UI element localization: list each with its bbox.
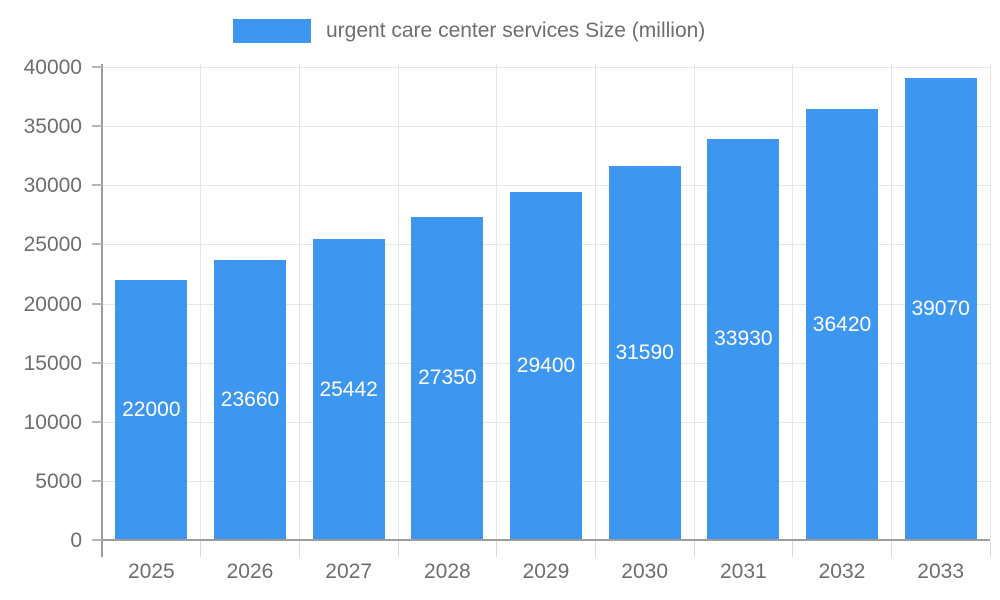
- gridline-vertical: [200, 64, 202, 540]
- x-axis-tick: [496, 541, 498, 557]
- y-axis-tick-label: 10000: [23, 410, 82, 434]
- bar[interactable]: 36420: [806, 109, 878, 540]
- x-axis-tick: [693, 541, 695, 557]
- y-axis-tick: [92, 184, 102, 187]
- y-axis-tick-label: 40000: [23, 56, 82, 79]
- gridline-horizontal: [102, 185, 990, 187]
- y-axis-tick: [92, 479, 102, 482]
- y-axis-tick-label: 30000: [23, 174, 82, 198]
- legend[interactable]: urgent care center services Size (millio…: [233, 19, 705, 43]
- y-axis-tick: [92, 302, 102, 305]
- gridline-horizontal: [102, 67, 990, 68]
- x-axis-tick: [792, 541, 794, 557]
- bar[interactable]: 25442: [312, 239, 385, 540]
- bar-value-label: 31590: [615, 341, 674, 365]
- x-axis-tick-label: 2027: [325, 560, 373, 583]
- bar[interactable]: 22000: [115, 279, 188, 540]
- gridline-vertical: [792, 64, 794, 540]
- gridline-vertical: [594, 64, 596, 540]
- x-axis-tick-label: 2032: [818, 560, 866, 583]
- x-axis-tick-label: 2033: [917, 560, 965, 583]
- gridline-vertical: [298, 64, 300, 540]
- x-axis-tick: [594, 541, 596, 557]
- y-axis-tick: [92, 420, 102, 423]
- bar[interactable]: 29400: [510, 192, 582, 540]
- x-axis-line: [92, 539, 990, 541]
- y-axis-tick: [92, 125, 102, 128]
- x-axis-tick: [200, 541, 202, 557]
- x-axis-tick-label: 2030: [621, 560, 669, 583]
- gridline-horizontal: [102, 126, 990, 128]
- gridline-vertical: [890, 64, 892, 540]
- bar[interactable]: 31590: [608, 166, 681, 540]
- bar-value-label: 36420: [812, 312, 872, 336]
- x-axis-tick-label: 2029: [522, 560, 570, 583]
- bar[interactable]: 27350: [411, 216, 484, 540]
- y-axis-tick: [92, 243, 102, 246]
- x-axis-tick-label: 2025: [127, 560, 175, 583]
- x-axis-tick: [890, 541, 892, 557]
- bar-value-label: 33930: [714, 327, 773, 351]
- x-axis-tick-label: 2031: [719, 560, 767, 583]
- y-axis-line: [101, 64, 103, 557]
- bar[interactable]: 39070: [904, 78, 977, 540]
- x-axis-tick-label: 2028: [423, 560, 471, 583]
- gridline-vertical: [397, 64, 399, 540]
- y-axis-tick: [92, 539, 102, 541]
- bar-value-label: 27350: [418, 366, 477, 390]
- y-axis-tick-label: 20000: [23, 292, 82, 316]
- gridline-vertical: [496, 64, 498, 540]
- x-axis-tick: [397, 541, 399, 557]
- bar-value-label: 25442: [319, 377, 378, 401]
- bar-value-label: 22000: [122, 397, 181, 421]
- y-axis-tick-label: 35000: [23, 115, 82, 139]
- y-axis-tick-label: 15000: [23, 351, 82, 375]
- x-axis-tick: [298, 541, 300, 557]
- y-axis-tick-label: 0: [70, 529, 82, 552]
- legend-swatch-icon: [233, 19, 311, 43]
- plot-area: 22000 23660 25442 27350 29400 31590 33930 36420…: [102, 64, 991, 540]
- y-axis-tick: [92, 66, 102, 68]
- y-axis-tick: [92, 361, 102, 364]
- bar[interactable]: 33930: [707, 138, 780, 540]
- x-axis-tick-label: 2026: [226, 560, 274, 583]
- legend-label: urgent care center services Size (millio…: [326, 19, 706, 42]
- y-axis-tick-label: 25000: [23, 233, 82, 257]
- y-axis-tick-label: 5000: [35, 469, 82, 493]
- gridline-vertical: [989, 64, 991, 540]
- bar-value-label: 39070: [911, 297, 970, 320]
- bar-value-label: 29400: [516, 354, 576, 378]
- x-axis-tick: [989, 541, 991, 557]
- gridline-vertical: [693, 64, 695, 540]
- bar[interactable]: 23660: [214, 260, 286, 540]
- bar-value-label: 23660: [220, 388, 280, 412]
